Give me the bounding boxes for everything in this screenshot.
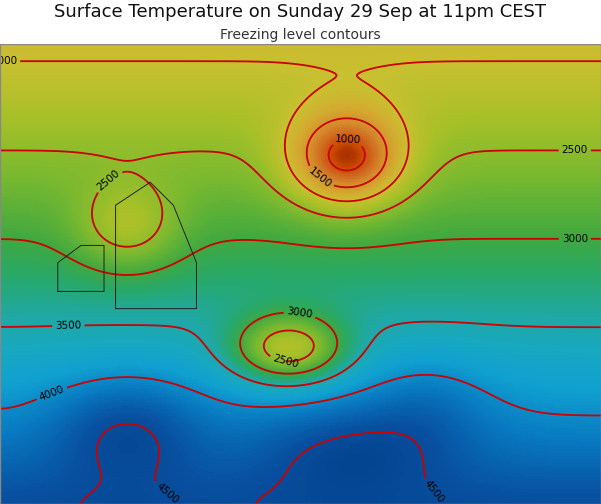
Text: 3000: 3000 bbox=[286, 306, 313, 320]
Text: 3000: 3000 bbox=[562, 234, 588, 244]
Text: Surface Temperature on Sunday 29 Sep at 11pm CEST: Surface Temperature on Sunday 29 Sep at … bbox=[55, 4, 546, 21]
Bar bbox=[0, 44, 601, 504]
Text: 4000: 4000 bbox=[38, 384, 66, 403]
Text: 2500: 2500 bbox=[272, 353, 299, 369]
Text: 1000: 1000 bbox=[334, 134, 361, 145]
Text: 1500: 1500 bbox=[307, 166, 333, 191]
Text: Freezing level contours: Freezing level contours bbox=[220, 28, 381, 42]
Text: 4500: 4500 bbox=[422, 478, 446, 504]
Text: 2500: 2500 bbox=[562, 146, 588, 155]
Text: 4500: 4500 bbox=[154, 481, 180, 504]
Text: 2000: 2000 bbox=[0, 56, 17, 66]
Text: 2500: 2500 bbox=[96, 168, 122, 193]
Text: 3500: 3500 bbox=[55, 321, 82, 331]
